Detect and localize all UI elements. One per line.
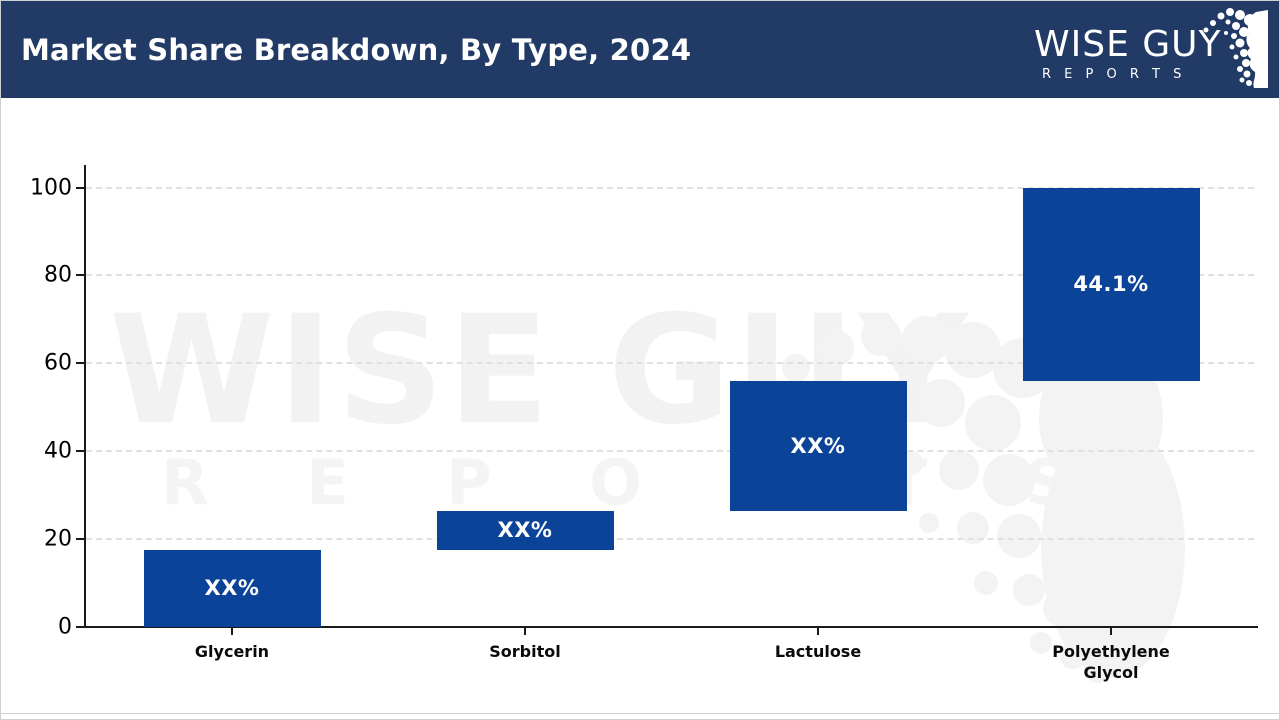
page-title: Market Share Breakdown, By Type, 2024 [21,32,692,67]
gridline [86,538,1254,541]
x-axis-line [84,626,1258,628]
logo-wordmark: WISE GUY [1034,24,1222,65]
y-axis-line [84,165,86,628]
bar: XX% [143,549,321,627]
dotted-head-icon [1203,8,1268,88]
y-tick-mark [76,626,84,628]
y-tick-mark [76,186,84,189]
y-tick-mark [76,450,84,453]
y-tick-label: 80 [44,262,72,288]
gridline [86,186,1254,189]
category-label: Lactulose [774,642,862,661]
bar-value-label: XX% [204,576,260,601]
bar: XX% [729,381,907,511]
gridline [86,274,1254,277]
bar: XX% [436,510,614,550]
chart-area: WISE GUY R E P O R T S [1,98,1279,719]
gridline [86,362,1254,365]
bar-value-label: 44.1% [1073,272,1149,297]
y-tick-label: 0 [58,614,72,640]
category-label: Polyethylene Glycol [1052,642,1170,682]
x-tick-mark [817,628,819,635]
bar: 44.1% [1022,187,1200,382]
category-label: Glycerin [194,642,270,661]
wise-guy-logo: WISE GUY R E P O R T S [1034,8,1268,88]
gridline [86,450,1254,453]
y-tick-label: 100 [30,175,72,200]
bar-value-label: XX% [790,434,846,459]
y-tick-label: 60 [44,350,72,376]
logo-subtext: R E P O R T S [1042,67,1186,82]
bar-value-label: XX% [497,518,553,543]
y-tick-mark [76,538,84,541]
y-tick-label: 20 [44,526,72,552]
x-tick-mark [524,628,526,635]
y-tick-label: 40 [44,438,72,464]
y-tick-mark [76,362,84,365]
category-label: Sorbitol [489,642,561,661]
y-tick-mark [76,274,84,277]
x-tick-mark [231,628,233,635]
header: Market Share Breakdown, By Type, 2024 WI… [1,1,1279,98]
x-tick-mark [1110,628,1112,635]
bottom-rule [1,713,1279,714]
